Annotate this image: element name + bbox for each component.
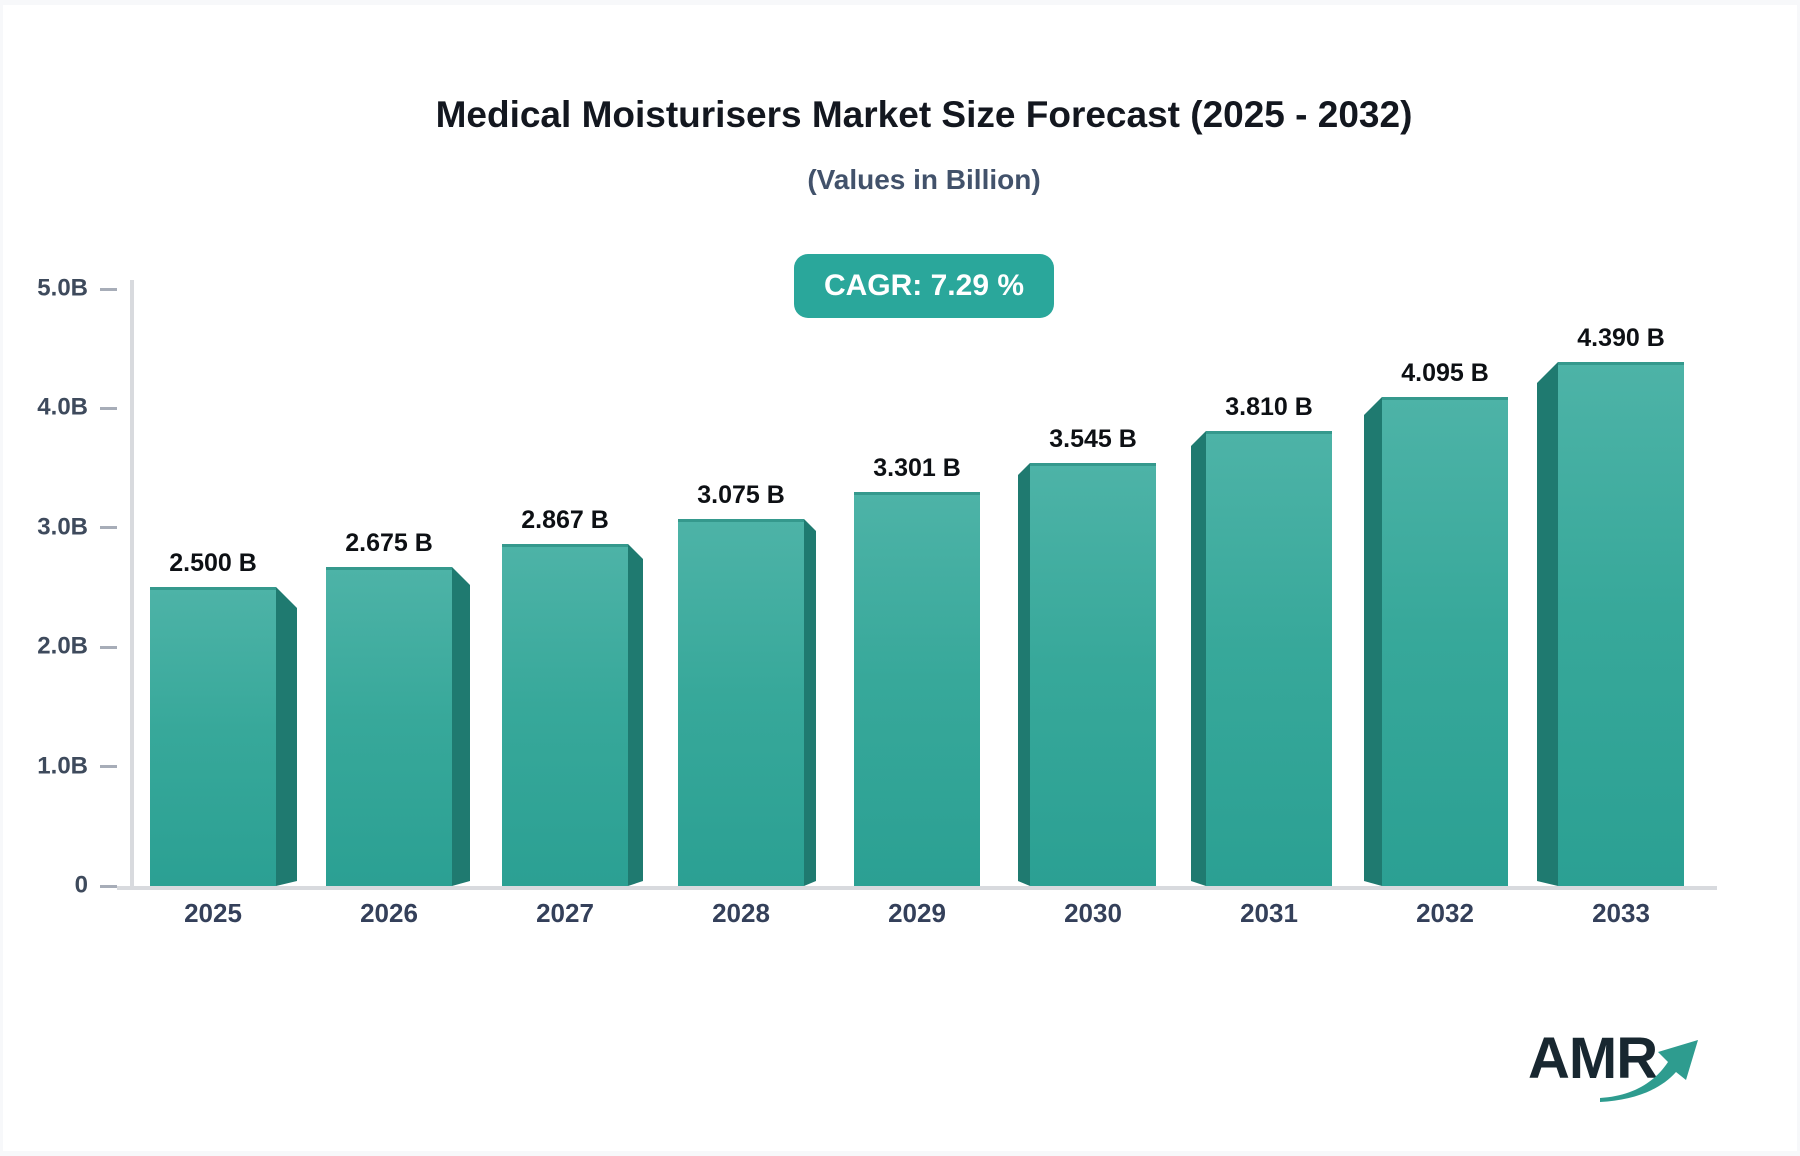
bar-value-label: 4.390 B [1577, 324, 1665, 352]
x-axis-label-2031: 2031 [1240, 898, 1298, 928]
amr-logo-arrow-icon [1600, 1040, 1698, 1102]
bar-side-2032 [1364, 397, 1382, 886]
y-axis-line [130, 280, 134, 890]
y-tick-dash [100, 645, 117, 649]
bar-2026 [326, 567, 452, 886]
bar-2029 [854, 492, 980, 886]
bar-2030 [1030, 463, 1156, 886]
page-edge-left [0, 0, 3, 1156]
bar-value-label: 2.675 B [345, 529, 433, 557]
x-axis-label-2025: 2025 [184, 898, 242, 928]
chart-subtitle: (Values in Billion) [807, 164, 1041, 195]
bar-side-2030 [1018, 463, 1030, 886]
bar-2032 [1382, 397, 1508, 886]
y-tick-label: 5.0B [37, 274, 88, 302]
cagr-badge-wrap: CAGR: 7.29 % [130, 254, 1718, 318]
y-tick-dash [100, 884, 117, 888]
chart-title: Medical Moisturisers Market Size Forecas… [435, 94, 1413, 135]
bar-value-label: 2.867 B [521, 506, 609, 534]
bar-value-label: 3.301 B [873, 454, 961, 482]
cagr-badge: CAGR: 7.29 % [793, 254, 1055, 318]
y-tick-label: 0 [74, 871, 88, 899]
x-axis-label-2032: 2032 [1416, 898, 1474, 928]
y-tick-dash [100, 406, 117, 410]
bar-side-2025 [276, 587, 297, 886]
bar-2028 [678, 519, 804, 886]
page-edge-right [1797, 0, 1800, 1156]
y-tick-dash [100, 526, 117, 530]
x-axis-label-2033: 2033 [1592, 898, 1650, 928]
bar-side-2031 [1191, 431, 1206, 886]
y-tick-dash [100, 287, 117, 291]
amr-logo-text: AMR [1528, 1026, 1658, 1091]
bar-value-label: 3.810 B [1225, 393, 1313, 421]
bar-side-2033 [1537, 362, 1558, 886]
bar-value-label: 3.075 B [697, 481, 785, 509]
page-edge-top [0, 0, 1800, 5]
y-tick-dash [100, 765, 117, 769]
x-axis-label-2030: 2030 [1064, 898, 1122, 928]
y-tick-label: 1.0B [37, 752, 88, 780]
x-axis-label-2026: 2026 [360, 898, 418, 928]
page-edge-bottom [0, 1151, 1800, 1156]
bar-side-2028 [804, 519, 816, 886]
bar-value-label: 2.500 B [169, 549, 257, 577]
bar-side-2026 [452, 567, 470, 886]
bar-value-label: 4.095 B [1401, 359, 1489, 387]
x-axis-line [117, 886, 1717, 890]
y-tick-label: 2.0B [37, 632, 88, 660]
y-tick-label: 4.0B [37, 393, 88, 421]
bar-side-2027 [628, 544, 643, 886]
x-axis-label-2029: 2029 [888, 898, 946, 928]
bar-2027 [502, 544, 628, 886]
x-axis-label-2027: 2027 [536, 898, 594, 928]
bar-2033 [1558, 362, 1684, 886]
bar-2025 [150, 587, 276, 886]
x-axis-label-2028: 2028 [712, 898, 770, 928]
bar-value-label: 3.545 B [1049, 425, 1137, 453]
y-tick-label: 3.0B [37, 513, 88, 541]
bar-2031 [1206, 431, 1332, 886]
